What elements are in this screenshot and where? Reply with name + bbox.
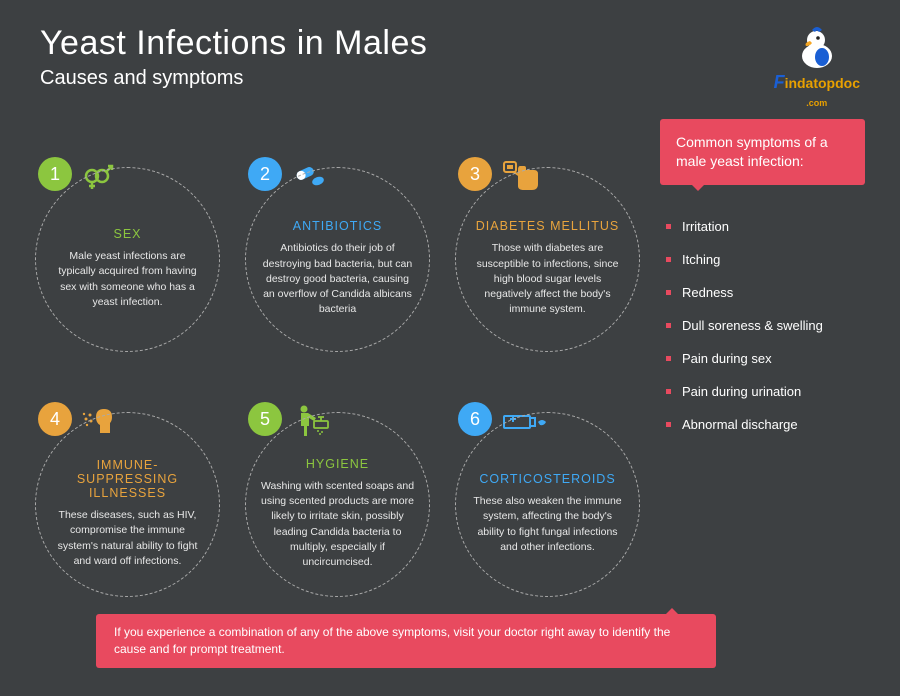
card-title: HYGIENE bbox=[306, 457, 369, 471]
title-block: Yeast Infections in Males Causes and sym… bbox=[40, 24, 427, 90]
symptom-item: Itching bbox=[666, 252, 865, 267]
card-title: CORTICOSTEROIDS bbox=[479, 472, 615, 486]
card-circle: SEX Male yeast infections are typically … bbox=[35, 167, 220, 352]
card-body: These diseases, such as HIV, compromise … bbox=[50, 508, 205, 569]
duck-icon bbox=[792, 24, 842, 70]
header: Yeast Infections in Males Causes and sym… bbox=[0, 0, 900, 119]
brand-text: Findatopdoc.com bbox=[774, 72, 860, 109]
card-number: 1 bbox=[38, 157, 72, 191]
card-body: These also weaken the immune system, aff… bbox=[470, 494, 625, 555]
main-content: 1 SEX Male yeast infections are typicall… bbox=[0, 119, 900, 629]
card-number: 4 bbox=[38, 402, 72, 436]
page-subtitle: Causes and symptoms bbox=[40, 67, 427, 90]
cause-card-corticosteroids: 6 CORTICOSTEROIDS These also weaken the … bbox=[450, 394, 645, 624]
sidebar: Common symptoms of a male yeast infectio… bbox=[645, 119, 865, 629]
card-body: Male yeast infections are typically acqu… bbox=[50, 249, 205, 310]
card-title: SEX bbox=[113, 227, 141, 241]
card-circle: IMMUNE-SUPPRESSING ILLNESSES These disea… bbox=[35, 412, 220, 597]
cause-grid: 1 SEX Male yeast infections are typicall… bbox=[30, 119, 645, 629]
card-title: IMMUNE-SUPPRESSING ILLNESSES bbox=[50, 458, 205, 500]
brand-logo: Findatopdoc.com bbox=[774, 24, 860, 109]
card-circle: DIABETES MELLITUS Those with diabetes ar… bbox=[455, 167, 640, 352]
symptoms-list: Irritation Itching Redness Dull soreness… bbox=[660, 219, 865, 432]
card-number: 5 bbox=[248, 402, 282, 436]
symptom-item: Dull soreness & swelling bbox=[666, 318, 865, 333]
card-circle: CORTICOSTEROIDS These also weaken the im… bbox=[455, 412, 640, 597]
card-number: 3 bbox=[458, 157, 492, 191]
symptoms-callout: Common symptoms of a male yeast infectio… bbox=[660, 119, 865, 185]
page-title: Yeast Infections in Males bbox=[40, 24, 427, 63]
symptom-item: Pain during urination bbox=[666, 384, 865, 399]
symptom-item: Abnormal discharge bbox=[666, 417, 865, 432]
card-circle: ANTIBIOTICS Antibiotics do their job of … bbox=[245, 167, 430, 352]
card-body: Those with diabetes are susceptible to i… bbox=[470, 241, 625, 317]
cause-card-antibiotics: 2 ANTIBIOTICS Antibiotics do their job o… bbox=[240, 149, 435, 379]
card-number: 6 bbox=[458, 402, 492, 436]
cause-card-immune: 4 IMMUNE-SUPPRESSING ILLNESSES These dis… bbox=[30, 394, 225, 624]
symptom-item: Irritation bbox=[666, 219, 865, 234]
card-body: Antibiotics do their job of destroying b… bbox=[260, 241, 415, 317]
footer-wrap: If you experience a combination of any o… bbox=[96, 614, 716, 668]
card-circle: HYGIENE Washing with scented soaps and u… bbox=[245, 412, 430, 597]
card-number: 2 bbox=[248, 157, 282, 191]
cause-card-diabetes: 3 DIABETES MELLITUS Those with diabetes … bbox=[450, 149, 645, 379]
symptom-item: Redness bbox=[666, 285, 865, 300]
cause-card-hygiene: 5 HYGIENE Washing with scented soaps and… bbox=[240, 394, 435, 624]
footer-callout: If you experience a combination of any o… bbox=[96, 614, 716, 668]
cause-card-sex: 1 SEX Male yeast infections are typicall… bbox=[30, 149, 225, 379]
card-body: Washing with scented soaps and using sce… bbox=[260, 479, 415, 570]
card-title: DIABETES MELLITUS bbox=[476, 219, 619, 233]
card-title: ANTIBIOTICS bbox=[293, 219, 382, 233]
symptom-item: Pain during sex bbox=[666, 351, 865, 366]
